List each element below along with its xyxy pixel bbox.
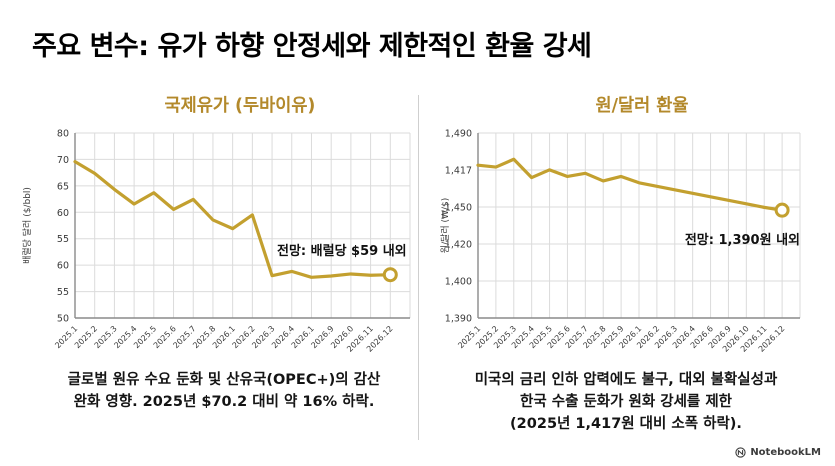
forecast-annotation: 전망: 배럴당 $59 내외 <box>277 243 407 259</box>
oil-price-line-chart: 80706560556055502025.12025.22025.32025.4… <box>21 129 411 354</box>
y-axis-tick-label: 55 <box>57 234 69 245</box>
caption-line: 글로벌 원유 수요 둔화 및 산유국(OPEC+)의 감산 <box>67 372 381 388</box>
forecast-endpoint-marker <box>774 202 790 218</box>
forecast-annotation: 전망: 1,390원 내외 <box>685 232 800 248</box>
y-axis-tick-label: 1,450 <box>445 203 472 214</box>
y-axis-tick-label: 55 <box>57 287 69 298</box>
y-axis-tick-label: 1,490 <box>445 129 472 140</box>
y-axis-title: 원/달러 (₩/$) <box>439 198 451 253</box>
fx-chart-title: 원/달러 환율 <box>595 96 689 116</box>
data-line <box>476 157 784 212</box>
y-axis-tick-label: 60 <box>57 261 69 272</box>
page-title: 주요 변수: 유가 하향 안정세와 제한적인 환율 강세 <box>32 31 592 62</box>
panel-divider <box>418 95 419 440</box>
y-axis-title: 배럴당 달러 ($/bbl) <box>21 187 33 264</box>
y-axis-tick-label: 70 <box>57 155 69 166</box>
y-axis-tick-label: 1,400 <box>445 277 472 288</box>
y-axis-tick-label: 1,390 <box>445 314 472 325</box>
y-axis-tick-label: 80 <box>57 129 69 140</box>
y-axis-tick-label: 65 <box>57 181 69 192</box>
caption-line: 완화 영향. 2025년 $70.2 대비 약 16% 하락. <box>73 393 375 410</box>
data-line <box>73 160 392 279</box>
fx-chart-caption: 미국의 금리 인하 압력에도 불구, 대외 불확실성과 한국 수출 둔화가 원화… <box>428 370 824 435</box>
y-axis-tick-label: 50 <box>57 314 69 325</box>
watermark-label: NotebookLM <box>750 447 821 458</box>
y-axis-tick-label: 1,420 <box>445 240 472 251</box>
y-axis-tick-label: 60 <box>57 208 69 219</box>
exchange-rate-line-chart: 1,4901,4171,4501,4201,4001,3902025.12025… <box>439 129 801 354</box>
y-axis-tick-label: 1,417 <box>445 166 472 177</box>
notebooklm-logo-icon <box>735 447 746 458</box>
oil-chart-title: 국제유가 (두바이유) <box>164 96 316 116</box>
caption-line: 한국 수출 둔화가 원화 강세를 제한 <box>520 393 732 410</box>
caption-line: 미국의 금리 인하 압력에도 불구, 대외 불확실성과 <box>474 372 778 388</box>
caption-line: (2025년 1,417원 대비 소폭 하락). <box>510 415 742 432</box>
forecast-endpoint-marker <box>382 267 398 283</box>
watermark: NotebookLM <box>735 447 821 458</box>
oil-chart-caption: 글로벌 원유 수요 둔화 및 산유국(OPEC+)의 감산 완화 영향. 202… <box>28 370 420 414</box>
